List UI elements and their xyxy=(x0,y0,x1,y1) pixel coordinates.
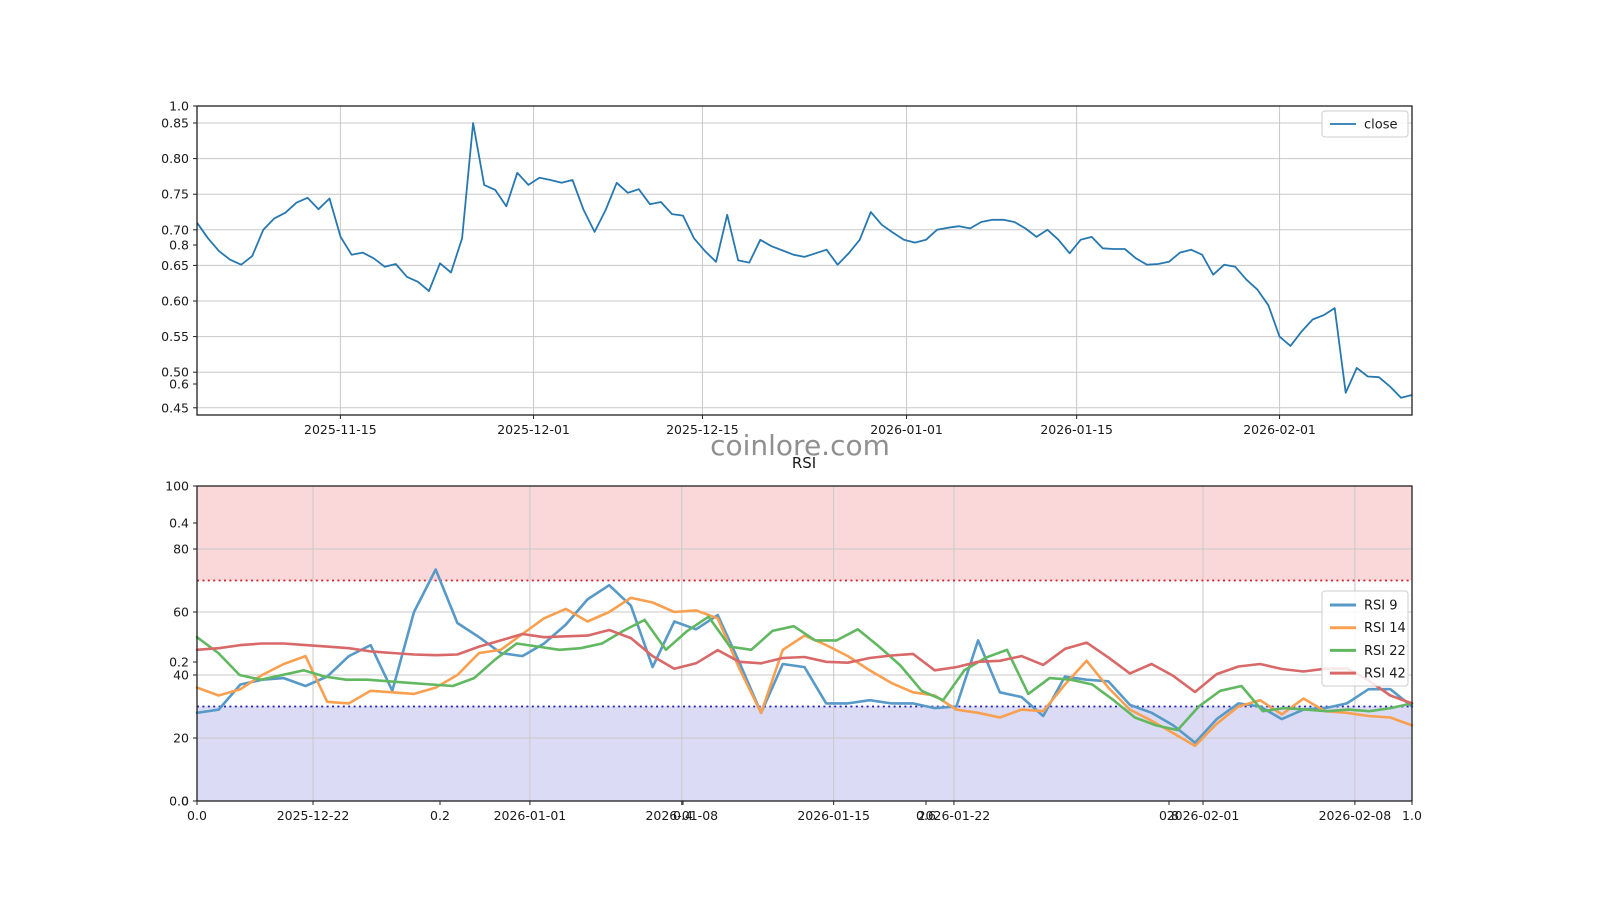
y-tick-label: 0.75 xyxy=(161,187,189,202)
watermark: coinlore.com xyxy=(710,429,890,462)
price-axes-border xyxy=(196,105,1413,416)
price-legend: close xyxy=(1321,110,1409,138)
x-tick-label: 2026-01-15 xyxy=(797,808,870,823)
rsi-legend: RSI 9 RSI 14 RSI 22 RSI 42 xyxy=(1321,590,1409,687)
x-tick-label: 2025-12-22 xyxy=(277,808,350,823)
y-tick-label: 0.60 xyxy=(161,294,189,309)
overlay-x-tick-label: 0.4 xyxy=(673,808,693,823)
overlay-x-tick-label: 0.8 xyxy=(1159,808,1179,823)
rsi-42-line xyxy=(195,628,1414,705)
oversold-band xyxy=(197,706,1412,801)
y-tick-label: 100 xyxy=(165,479,189,494)
x-tick-label: 2025-12-01 xyxy=(497,422,570,437)
y-tick-label: 0.65 xyxy=(161,258,189,273)
rsi-plot: 100 80 60 40 20 0 2025-12-22 2026-01-01 2026-01-… xyxy=(165,479,1414,823)
overlay-y-tick-label: 0.6 xyxy=(169,377,189,392)
legend-label: close xyxy=(1364,118,1397,133)
rsi-14-line xyxy=(195,596,1414,748)
y-tick-label: 20 xyxy=(173,731,189,746)
legend-item-rsi-14[interactable]: RSI 14 xyxy=(1330,621,1406,636)
legend-item-close[interactable]: close xyxy=(1330,118,1397,133)
y-tick-label: 60 xyxy=(173,605,189,620)
x-tick-label: 2026-01-15 xyxy=(1040,422,1113,437)
legend-label: RSI 22 xyxy=(1364,644,1406,659)
overlay-y-tick-label: 0.8 xyxy=(169,238,189,253)
y-tick-label: 0.50 xyxy=(161,365,189,380)
legend-box xyxy=(1321,110,1409,138)
y-tick-label: 0.45 xyxy=(161,400,189,415)
legend-item-rsi-42[interactable]: RSI 42 xyxy=(1330,667,1406,682)
price-plot: 0.85 0.80 0.75 0.70 0.65 0.60 0.55 0.50 0.45 2025… xyxy=(161,105,1413,437)
overbought-band xyxy=(197,486,1412,581)
x-tick-label: 2026-01-22 xyxy=(918,808,991,823)
rsi-9-line xyxy=(195,568,1414,745)
overlay-y-tick-label: 0.0 xyxy=(169,794,189,809)
overlay-axis: 1.0 0.8 0.6 0.4 0.2 0.00.0 0.2 0.4 0.6 0.8 1.0 xyxy=(169,99,1422,824)
overlay-x-tick-label: 1.0 xyxy=(1402,808,1422,823)
y-tick-label: 40 xyxy=(173,668,189,683)
y-tick-label: 0.55 xyxy=(161,329,189,344)
x-tick-label: 2026-02-01 xyxy=(1243,422,1316,437)
y-tick-label: 0.70 xyxy=(161,222,189,237)
legend-label: RSI 9 xyxy=(1364,599,1398,614)
x-tick-label: 2026-01-08 xyxy=(645,808,718,823)
rsi-axes-border xyxy=(196,485,1413,802)
y-tick-label: 0.80 xyxy=(161,151,189,166)
overlay-x-tick-label: 0.2 xyxy=(430,808,450,823)
y-tick-label: 0.85 xyxy=(161,116,189,131)
x-tick-label: 2025-11-15 xyxy=(304,422,377,437)
x-tick-label: 2026-02-01 xyxy=(1167,808,1240,823)
overlay-y-tick-label: 0.4 xyxy=(169,516,189,531)
legend-item-rsi-9[interactable]: RSI 9 xyxy=(1330,599,1398,614)
overlay-y-tick-label: 1.0 xyxy=(169,99,189,114)
legend-box xyxy=(1321,590,1409,687)
legend-label: RSI 14 xyxy=(1364,621,1406,636)
x-tick-label: 2026-01-01 xyxy=(494,808,567,823)
x-tick-label: 2026-02-08 xyxy=(1319,808,1392,823)
y-tick-label: 80 xyxy=(173,542,189,557)
overlay-x-tick-label: 0.6 xyxy=(916,808,936,823)
y-tick-label: 0 xyxy=(181,794,189,809)
x-tick-label: 2025-12-15 xyxy=(666,422,739,437)
overlay-y-tick-label: 0.2 xyxy=(169,655,189,670)
overlay-x-tick-label: 0.0 xyxy=(187,808,207,823)
rsi-title: RSI xyxy=(792,454,816,472)
close-line xyxy=(196,122,1413,399)
rsi-22-line xyxy=(195,615,1414,732)
legend-item-rsi-22[interactable]: RSI 22 xyxy=(1330,644,1406,659)
x-tick-label: 2026-01-01 xyxy=(870,422,943,437)
legend-label: RSI 42 xyxy=(1364,667,1406,682)
